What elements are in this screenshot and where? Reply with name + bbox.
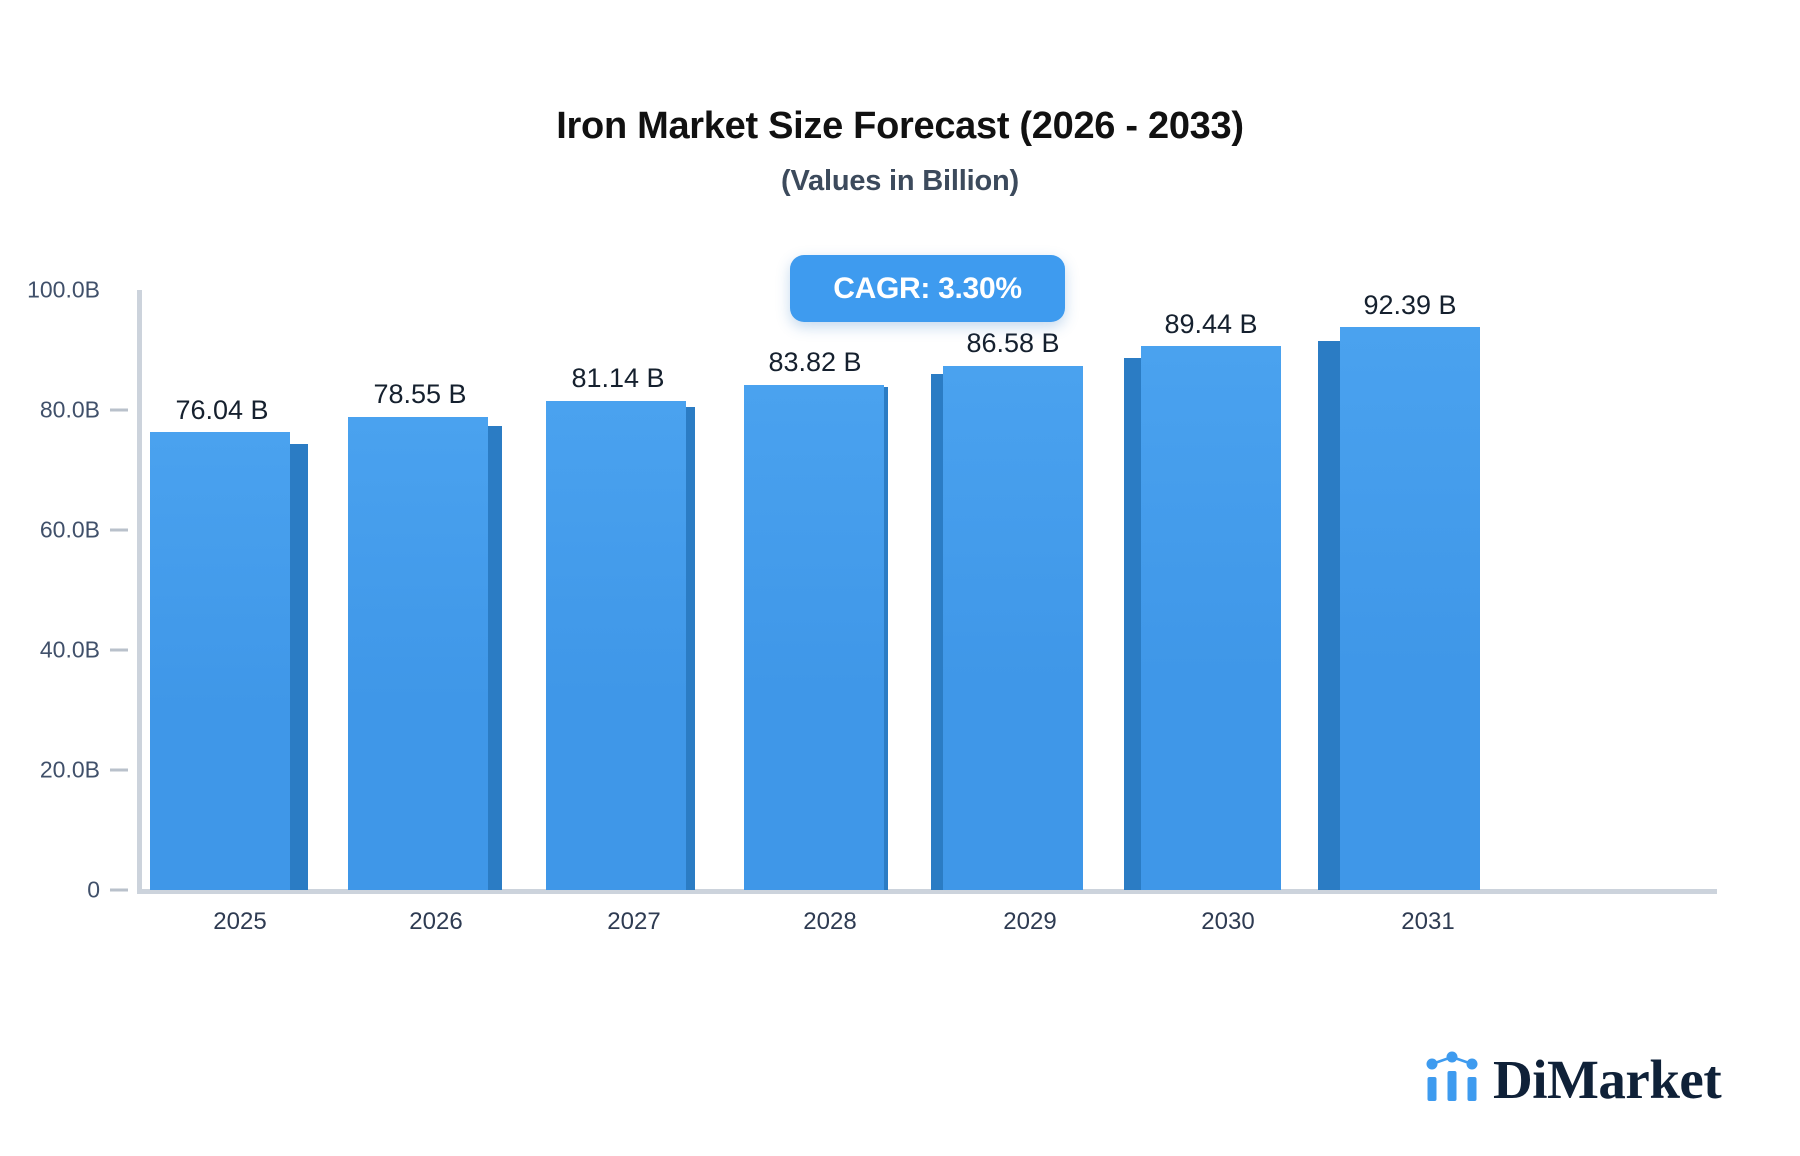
y-axis-tick-label: 100.0B — [27, 276, 100, 303]
y-axis-tick-label: 80.0B — [39, 396, 100, 423]
chart-subtitle: (Values in Billion) — [781, 165, 1019, 197]
x-axis-tick-2026: 2026 — [409, 908, 463, 935]
dimarket-logo: DiMarket — [1425, 1048, 1722, 1110]
x-axis-tick-2025: 2025 — [213, 908, 267, 935]
bar-value-label-2030: 89.44 B — [1164, 309, 1258, 339]
bar-front — [348, 417, 488, 890]
y-axis-tick-mark — [110, 648, 128, 652]
bar-value-label-2026: 78.55 B — [373, 379, 467, 409]
x-axis-tick-2030: 2030 — [1201, 908, 1255, 935]
bar-side-face — [686, 407, 695, 890]
cagr-badge: CAGR: 3.30% — [790, 255, 1065, 322]
bar-side-face — [1124, 358, 1141, 890]
y-axis-tick-mark — [110, 528, 128, 532]
x-axis-line — [137, 889, 1717, 894]
y-axis-tick-mark — [110, 768, 128, 772]
bar-side-face — [488, 426, 502, 890]
bar-front — [943, 366, 1083, 890]
y-axis-tick-mark — [110, 408, 128, 412]
y-axis-tick-label: 40.0B — [39, 636, 100, 663]
bar-value-label-2027: 81.14 B — [571, 363, 665, 393]
bar-chart-logo-icon — [1425, 1051, 1481, 1108]
bar-value-label-2031: 92.39 B — [1363, 290, 1457, 320]
y-axis-tick-label: 60.0B — [39, 516, 100, 543]
bar-side-face — [1318, 341, 1340, 890]
bar-value-label-2025: 76.04 B — [175, 395, 269, 425]
x-axis-tick-2027: 2027 — [607, 908, 661, 935]
y-axis-line — [137, 290, 142, 890]
x-axis-tick-2028: 2028 — [803, 908, 857, 935]
bar-front — [744, 385, 884, 890]
bar-front — [150, 432, 290, 890]
bar-front — [1141, 346, 1281, 890]
x-axis-tick-2029: 2029 — [1003, 908, 1057, 935]
bar-side-face — [931, 374, 943, 890]
chart-title: Iron Market Size Forecast (2026 - 2033) — [556, 105, 1244, 147]
bar-value-label-2028: 83.82 B — [768, 347, 862, 377]
x-axis-tick-2031: 2031 — [1401, 908, 1455, 935]
y-axis-tick-mark — [110, 888, 128, 892]
cagr-badge-label: CAGR: 3.30% — [833, 271, 1022, 305]
y-axis-tick-label: 20.0B — [39, 756, 100, 783]
bar-side-face — [290, 444, 308, 890]
bar-front — [1340, 327, 1480, 890]
logo-wordmark: DiMarket — [1493, 1048, 1722, 1110]
bar-value-label-2029: 86.58 B — [966, 328, 1060, 358]
bar-front — [546, 401, 686, 890]
y-axis-tick-label: 0 — [87, 876, 100, 903]
bar-side-face — [884, 387, 888, 890]
